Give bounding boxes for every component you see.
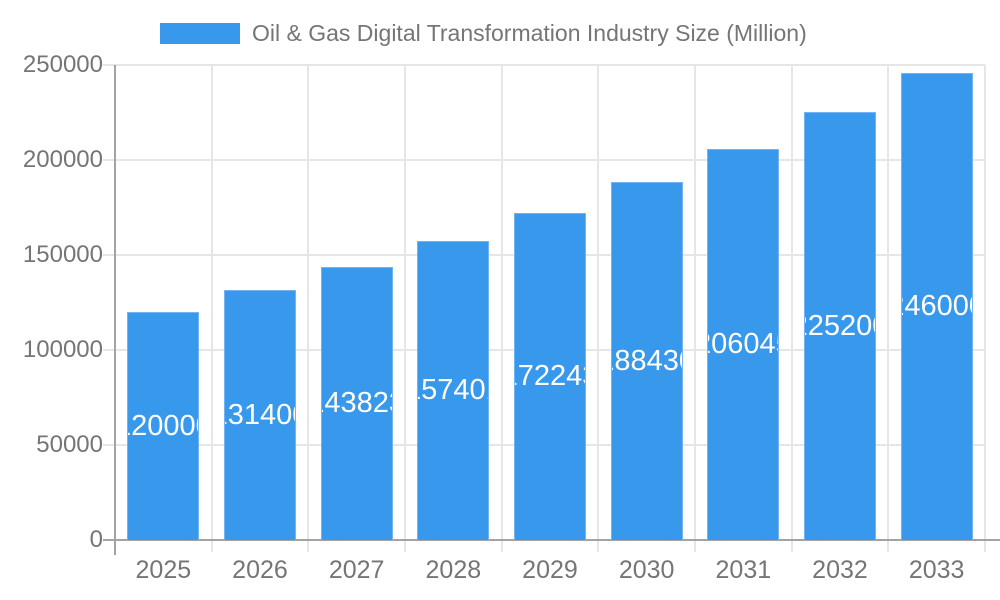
gridline-vertical	[887, 65, 890, 552]
y-tick-label: 150000	[22, 241, 103, 268]
y-axis-tick	[103, 444, 115, 446]
bar-2025[interactable]: 120000	[127, 312, 200, 540]
bar-value-label: 188430	[612, 344, 682, 377]
bar-value-label: 225200	[805, 310, 875, 343]
chart-title: Oil & Gas Digital Transformation Industr…	[252, 20, 807, 46]
x-tick-label: 2025	[135, 556, 192, 584]
bar-value-label: 206045	[708, 328, 778, 361]
legend: Oil & Gas Digital Transformation Industr…	[160, 20, 807, 46]
y-tick-label: 50000	[36, 431, 103, 458]
y-tick-label: 200000	[22, 146, 103, 173]
bar-value-label: 143823	[322, 387, 392, 420]
gridline-horizontal	[115, 159, 985, 161]
bar-value-label: 131400	[225, 399, 295, 432]
gridline-vertical	[404, 65, 406, 552]
x-tick-label: 2032	[812, 556, 868, 584]
gridline-vertical	[694, 65, 696, 552]
y-tick-label: 250000	[22, 51, 103, 78]
y-axis-tick	[103, 254, 115, 256]
bar-2026[interactable]: 131400	[224, 290, 296, 540]
bar-2030[interactable]: 188430	[610, 181, 683, 540]
x-tick-label: 2031	[715, 556, 772, 584]
gridline-vertical	[790, 65, 793, 552]
bar-2033[interactable]: 246000	[900, 72, 973, 540]
bar-value-label: 157401	[418, 374, 488, 407]
gridline-vertical	[307, 65, 310, 552]
plot-area: 0 50000 100000 150000 200000 250000 120000 1314…	[23, 53, 1000, 583]
x-axis-line	[103, 539, 1000, 541]
gridline-vertical	[984, 65, 986, 552]
bar-2027[interactable]: 143823	[320, 266, 393, 540]
x-tick-label: 2029	[522, 556, 578, 584]
x-tick-label: 2030	[618, 556, 675, 584]
y-axis-line	[114, 65, 116, 555]
bar-2029[interactable]: 172243	[514, 212, 586, 540]
x-tick-label: 2028	[425, 556, 482, 584]
gridline-horizontal	[115, 64, 985, 66]
x-tick-label: 2027	[328, 556, 385, 584]
y-tick-label: 0	[89, 526, 103, 553]
y-axis-tick	[103, 159, 115, 161]
bar-2028[interactable]: 157401	[417, 240, 490, 540]
bar-value-label: 246000	[902, 290, 972, 323]
bar-value-label: 172243	[515, 360, 585, 393]
x-tick-label: 2026	[232, 556, 288, 584]
y-axis-tick	[103, 64, 115, 66]
gridline-vertical	[597, 65, 600, 552]
gridline-vertical	[210, 65, 213, 552]
x-tick-label: 2033	[908, 556, 965, 584]
bar-value-label: 120000	[128, 410, 198, 442]
y-axis-tick	[103, 349, 115, 351]
bar-2031[interactable]: 206045	[707, 148, 780, 540]
bar-2032[interactable]: 225200	[804, 112, 876, 540]
legend-swatch-icon	[160, 22, 240, 44]
y-tick-label: 100000	[22, 336, 103, 363]
gridline-vertical	[500, 65, 503, 552]
